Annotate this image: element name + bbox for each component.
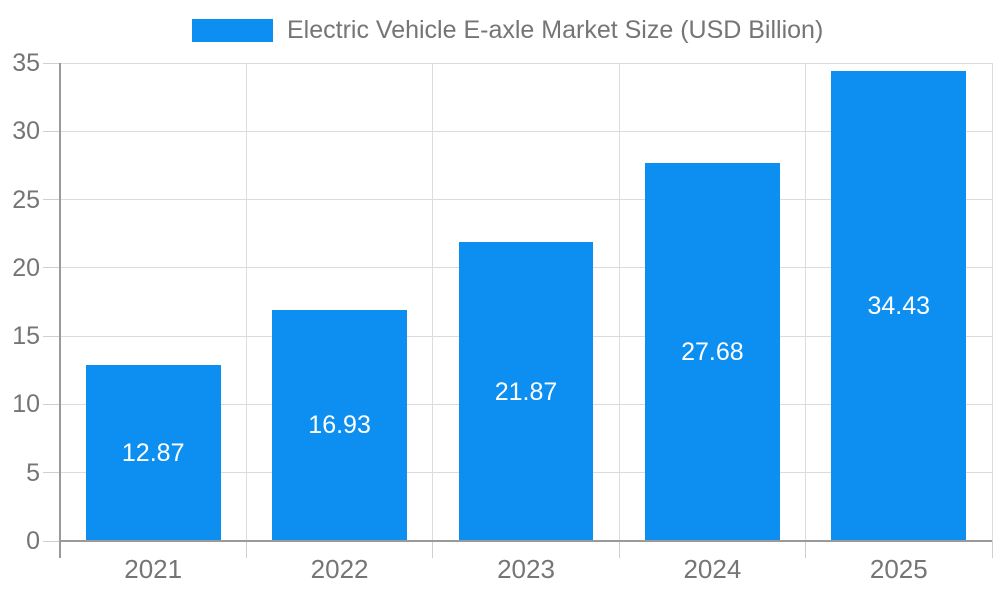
y-tick-label: 0 <box>26 527 40 555</box>
x-axis-line <box>60 540 992 542</box>
y-tick-label: 10 <box>12 390 40 419</box>
x-tick-label-2024: 2024 <box>683 554 742 584</box>
bar-2024 <box>644 162 780 541</box>
legend-swatch-icon <box>192 18 273 42</box>
y-tick-mark <box>43 62 60 64</box>
gridline-horizontal <box>60 130 992 132</box>
gridline-vertical <box>991 63 993 541</box>
gridline-horizontal <box>60 199 992 201</box>
x-tick-mark <box>805 541 807 558</box>
y-tick-mark <box>43 403 60 405</box>
legend-label: Electric Vehicle E-axle Market Size (USD… <box>287 15 824 44</box>
bar-2025 <box>831 70 967 541</box>
y-tick-label: 25 <box>12 185 40 214</box>
x-tick-label-2023: 2023 <box>497 554 555 584</box>
x-tick-label-2025: 2025 <box>869 554 928 584</box>
x-tick-mark <box>245 541 247 558</box>
gridline-vertical <box>618 63 620 541</box>
bar-value-label: 16.93 <box>308 411 371 440</box>
bar-value-label: 34.43 <box>867 291 931 320</box>
x-tick-mark <box>618 541 620 558</box>
y-tick-label: 15 <box>12 322 40 351</box>
bar-2022 <box>272 309 408 541</box>
y-axis-line <box>59 63 61 558</box>
y-tick-mark <box>43 472 60 474</box>
gridline-vertical <box>805 63 807 541</box>
bar-2023 <box>458 242 594 541</box>
x-tick-mark <box>432 541 434 558</box>
bar-value-label: 27.68 <box>681 337 744 366</box>
bar-value-label: 12.87 <box>121 439 185 468</box>
x-tick-label-2022: 2022 <box>310 554 369 584</box>
y-tick-mark <box>43 540 60 542</box>
x-tick-label-2021: 2021 <box>124 554 183 584</box>
gridline-horizontal <box>60 62 992 64</box>
y-tick-label: 5 <box>26 458 40 487</box>
bar-2021 <box>85 365 221 541</box>
y-tick-label: 20 <box>12 253 40 282</box>
chart-legend[interactable]: Electric Vehicle E-axle Market Size (USD… <box>192 14 823 46</box>
bar-value-label: 21.87 <box>494 377 558 406</box>
y-tick-mark <box>43 267 60 269</box>
x-tick-mark <box>991 541 993 558</box>
gridline-vertical <box>245 63 247 541</box>
y-tick-label: 30 <box>12 117 40 146</box>
y-tick-mark <box>43 335 60 337</box>
gridline-vertical <box>432 63 434 541</box>
y-tick-mark <box>43 199 60 201</box>
y-tick-label: 35 <box>12 49 40 77</box>
y-tick-mark <box>43 130 60 132</box>
